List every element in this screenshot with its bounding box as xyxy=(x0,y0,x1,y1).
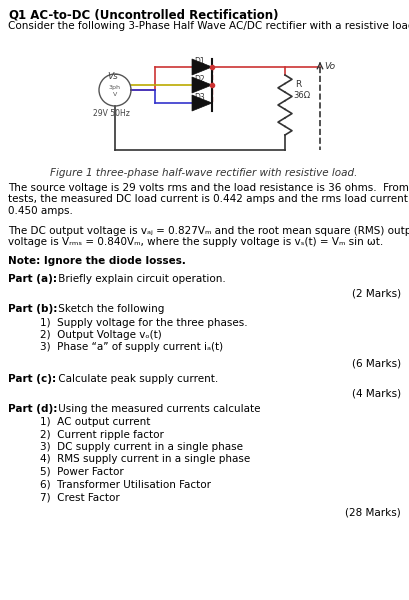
Text: 0.450 amps.: 0.450 amps. xyxy=(8,206,73,216)
Text: Part (d):: Part (d): xyxy=(8,403,57,413)
Text: 3)  Phase “a” of supply current iₐ(t): 3) Phase “a” of supply current iₐ(t) xyxy=(40,343,223,352)
Text: (4 Marks): (4 Marks) xyxy=(352,388,401,398)
Text: tests, the measured DC load current is 0.442 amps and the rms load current is: tests, the measured DC load current is 0… xyxy=(8,194,409,205)
Text: D3: D3 xyxy=(194,93,205,102)
Text: Part (c):: Part (c): xyxy=(8,373,56,383)
Text: voltage is Vᵣₘₛ = 0.840Vₘ, where the supply voltage is vₛ(t) = Vₘ sin ωt.: voltage is Vᵣₘₛ = 0.840Vₘ, where the sup… xyxy=(8,237,383,247)
Text: V: V xyxy=(113,91,117,97)
Text: Calculate peak supply current.: Calculate peak supply current. xyxy=(55,373,218,383)
Text: (6 Marks): (6 Marks) xyxy=(352,358,401,368)
Text: D1: D1 xyxy=(194,57,204,66)
Text: Consider the following 3-Phase Half Wave AC/DC rectifier with a resistive load.: Consider the following 3-Phase Half Wave… xyxy=(8,21,409,31)
Text: Sketch the following: Sketch the following xyxy=(55,304,164,314)
Text: Briefly explain circuit operation.: Briefly explain circuit operation. xyxy=(55,274,226,284)
Text: Vs: Vs xyxy=(107,72,118,81)
Text: 1)  Supply voltage for the three phases.: 1) Supply voltage for the three phases. xyxy=(40,317,247,328)
Text: Vo: Vo xyxy=(324,62,335,71)
Text: Part (b):: Part (b): xyxy=(8,304,57,314)
Text: 2)  Output Voltage vₒ(t): 2) Output Voltage vₒ(t) xyxy=(40,330,162,340)
Text: Figure 1 three-phase half-wave rectifier with resistive load.: Figure 1 three-phase half-wave rectifier… xyxy=(50,168,358,178)
Text: 4)  RMS supply current in a single phase: 4) RMS supply current in a single phase xyxy=(40,455,250,464)
Text: 7)  Crest Factor: 7) Crest Factor xyxy=(40,492,120,502)
Text: 5)  Power Factor: 5) Power Factor xyxy=(40,467,124,477)
Text: Q1: Q1 xyxy=(8,9,26,22)
Text: Note: Ignore the diode losses.: Note: Ignore the diode losses. xyxy=(8,257,186,266)
Text: 29V 50Hz: 29V 50Hz xyxy=(93,109,130,118)
Polygon shape xyxy=(192,77,212,93)
Text: The source voltage is 29 volts rms and the load resistance is 36 ohms.  From: The source voltage is 29 volts rms and t… xyxy=(8,183,409,193)
Text: The DC output voltage is vₐⱼ = 0.827Vₘ and the root mean square (RMS) output: The DC output voltage is vₐⱼ = 0.827Vₘ a… xyxy=(8,226,409,235)
Text: AC-to-DC (Uncontrolled Rectification): AC-to-DC (Uncontrolled Rectification) xyxy=(22,9,279,22)
Polygon shape xyxy=(192,59,212,75)
Text: 3ph: 3ph xyxy=(109,85,121,89)
Text: R: R xyxy=(295,80,301,89)
Text: 1)  AC output current: 1) AC output current xyxy=(40,417,151,427)
Text: D2: D2 xyxy=(194,75,204,84)
Text: 6)  Transformer Utilisation Factor: 6) Transformer Utilisation Factor xyxy=(40,479,211,490)
Text: 2)  Current ripple factor: 2) Current ripple factor xyxy=(40,430,164,439)
Text: 3)  DC supply current in a single phase: 3) DC supply current in a single phase xyxy=(40,442,243,452)
Text: (2 Marks): (2 Marks) xyxy=(352,289,401,298)
Text: Part (a):: Part (a): xyxy=(8,274,57,284)
Text: 36Ω: 36Ω xyxy=(293,91,310,100)
Text: (28 Marks): (28 Marks) xyxy=(345,508,401,517)
Polygon shape xyxy=(192,95,212,111)
Text: Using the measured currents calculate: Using the measured currents calculate xyxy=(55,403,261,413)
